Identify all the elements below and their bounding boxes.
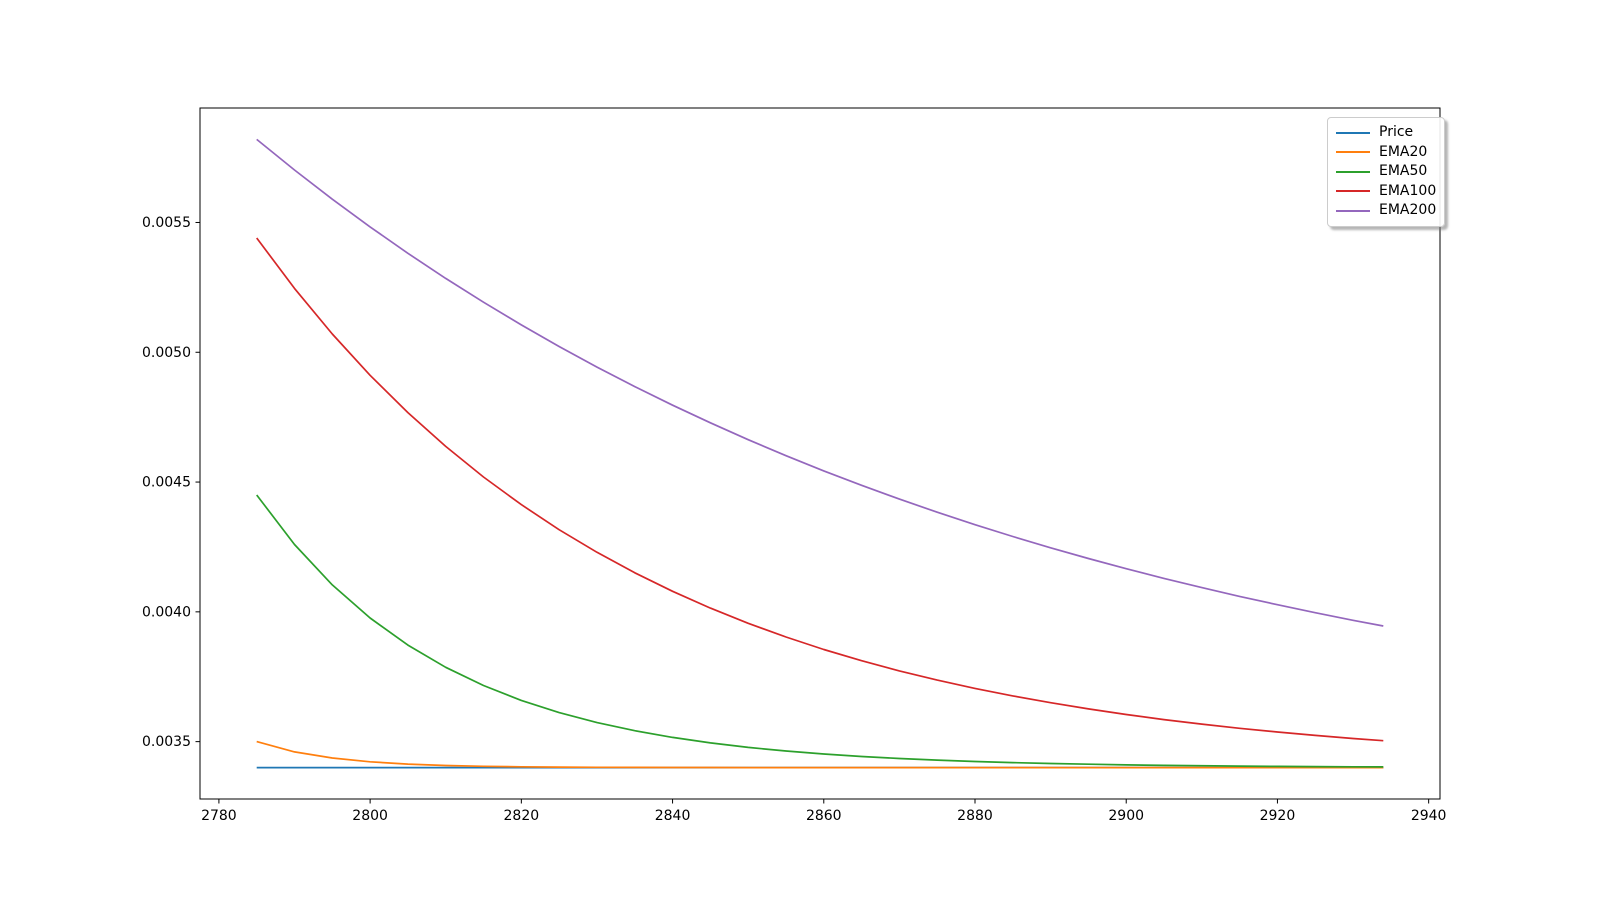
x-tick-label: 2840 [655,808,691,824]
x-tick-label: 2940 [1411,808,1447,824]
x-tick-label: 2780 [201,808,237,824]
y-tick-label: 0.0055 [142,215,191,231]
legend-line-swatch-ema100 [1336,190,1370,193]
legend-line-swatch-ema50 [1336,170,1370,173]
x-tick-label: 2820 [504,808,540,824]
series-line-ema20 [256,740,1384,769]
series-line-ema50 [256,494,1384,768]
legend-label-ema20: EMA20 [1379,143,1428,160]
legend-item-price[interactable]: Price [1336,123,1436,143]
legend-label-ema100: EMA100 [1379,182,1437,199]
legend-item-ema200[interactable]: EMA200 [1336,201,1436,221]
legend-item-ema50[interactable]: EMA50 [1336,162,1436,182]
x-tick-label: 2860 [806,808,842,824]
legend-label-ema50: EMA50 [1379,163,1428,179]
legend[interactable]: Price EMA20 EMA50 EMA100 EMA200 [1327,117,1446,227]
legend-item-ema20[interactable]: EMA20 [1336,143,1436,163]
series-line-ema200 [256,138,1384,627]
legend-line-swatch-ema200 [1336,209,1370,212]
x-tick-label: 2900 [1108,808,1144,824]
x-tick-label: 2800 [352,808,388,824]
y-tick-label: 0.0035 [142,734,191,750]
legend-label-price: Price [1379,124,1414,140]
legend-line-swatch-price [1336,131,1370,134]
y-tick-label: 0.0040 [142,604,191,620]
legend-line-swatch-ema20 [1336,151,1370,154]
y-tick-label: 0.0050 [142,345,191,361]
plot-frame [199,107,1441,800]
legend-item-ema100[interactable]: EMA100 [1336,182,1436,202]
legend-label-ema200: EMA200 [1379,202,1437,218]
series-line-ema100 [256,237,1384,742]
x-tick-label: 2880 [957,808,993,824]
x-tick-label: 2920 [1260,808,1296,824]
y-tick-label: 0.0045 [142,475,191,491]
